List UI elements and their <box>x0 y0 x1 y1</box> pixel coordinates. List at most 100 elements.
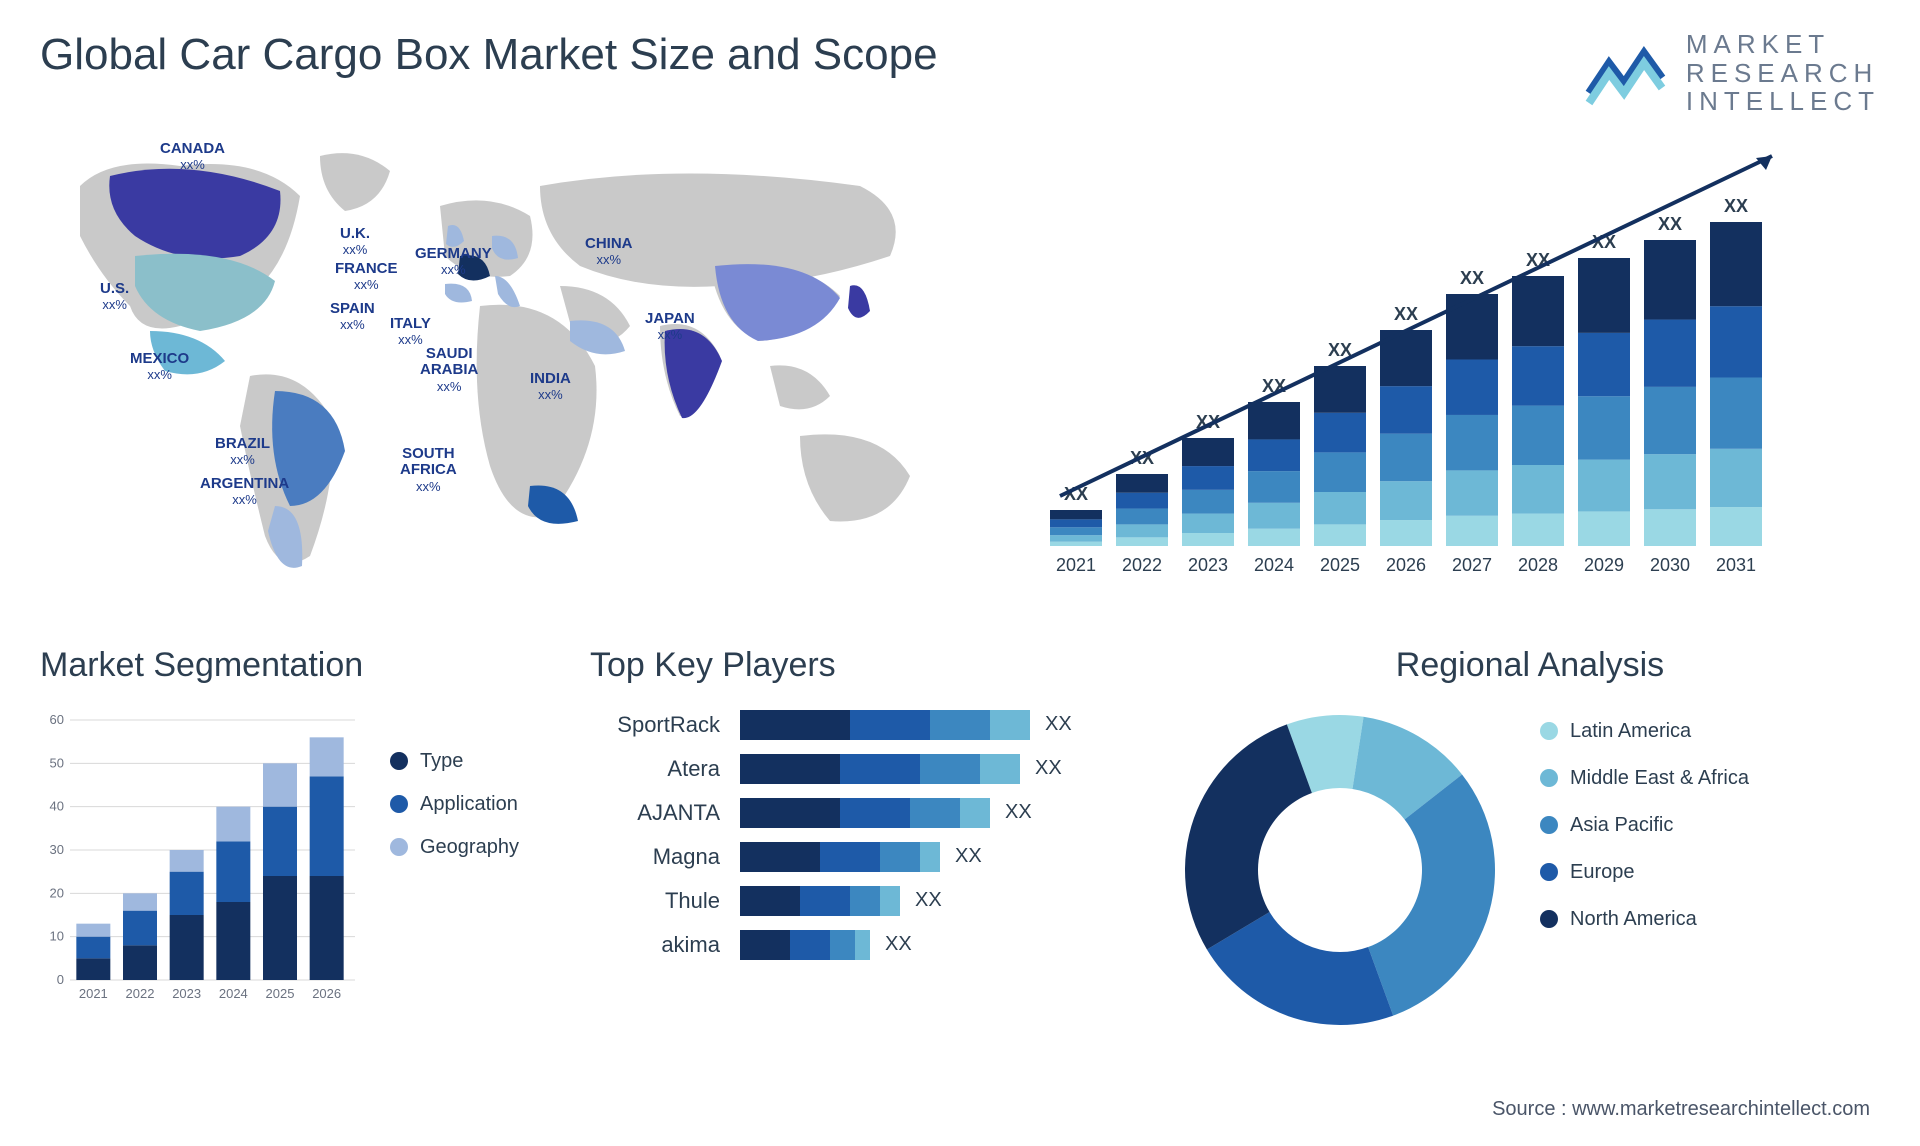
country-label-u-s-: U.S.xx% <box>100 281 129 314</box>
page-title: Global Car Cargo Box Market Size and Sco… <box>40 30 938 80</box>
growth-year-label: 2023 <box>1188 555 1228 575</box>
legend-dot-icon <box>1540 722 1558 740</box>
growth-bar-seg <box>1446 415 1498 470</box>
country-label-india: INDIAxx% <box>530 371 571 404</box>
player-bar-seg <box>910 798 960 828</box>
seg-ytick: 20 <box>50 885 64 900</box>
seg-legend-item: Geography <box>390 836 519 859</box>
country-label-spain: SPAINxx% <box>330 301 375 334</box>
region-legend-label: Latin America <box>1570 720 1691 743</box>
legend-dot-icon <box>1540 816 1558 834</box>
regional-legend: Latin America Middle East & Africa Asia Pa… <box>1540 720 1749 931</box>
player-bar-seg <box>740 842 820 872</box>
growth-bar-label: XX <box>1658 214 1682 234</box>
player-bar-seg <box>820 842 880 872</box>
growth-year-label: 2028 <box>1518 555 1558 575</box>
growth-bar-seg <box>1446 470 1498 515</box>
player-bar-seg <box>740 930 790 960</box>
regional-panel: Regional Analysis Latin AmericaMiddle Ea… <box>1180 646 1880 1076</box>
growth-bar-seg <box>1644 240 1696 320</box>
player-row: AteraXX <box>590 754 1150 784</box>
seg-bar-seg <box>76 936 110 958</box>
country-china <box>715 264 840 341</box>
country-label-china: CHINAxx% <box>585 236 633 269</box>
player-bar-seg <box>920 754 980 784</box>
growth-bar-seg <box>1710 306 1762 377</box>
seg-bar-seg <box>310 776 344 876</box>
growth-bar-seg <box>1512 513 1564 545</box>
seg-bar-seg <box>123 910 157 945</box>
source-text: Source : www.marketresearchintellect.com <box>1492 1098 1870 1121</box>
region-legend-item: Europe <box>1540 861 1749 884</box>
country-italy <box>495 276 520 307</box>
player-bar <box>740 798 990 828</box>
growth-bar-seg <box>1446 294 1498 360</box>
player-name: Atera <box>590 756 720 782</box>
growth-bar-seg <box>1512 276 1564 346</box>
legend-dot-icon <box>1540 769 1558 787</box>
growth-bar-label: XX <box>1394 304 1418 324</box>
player-bar-seg <box>880 842 920 872</box>
player-bar-seg <box>800 886 850 916</box>
growth-bar-seg <box>1446 516 1498 546</box>
growth-bar-label: XX <box>1460 268 1484 288</box>
growth-bar-seg <box>1578 396 1630 459</box>
growth-bar-seg <box>1380 520 1432 546</box>
player-bar-seg <box>840 754 920 784</box>
seg-xtick: 2026 <box>312 986 341 1001</box>
seg-bar-seg <box>310 876 344 980</box>
growth-bar-seg <box>1710 507 1762 546</box>
player-value: XX <box>915 889 942 912</box>
growth-bar-seg <box>1314 492 1366 524</box>
growth-bar-seg <box>1182 533 1234 546</box>
seg-bar-seg <box>76 923 110 936</box>
player-value: XX <box>885 933 912 956</box>
seg-bar-seg <box>216 806 250 841</box>
growth-bar-seg <box>1512 405 1564 464</box>
region-legend-item: Latin America <box>1540 720 1749 743</box>
seg-legend-label: Type <box>420 750 463 773</box>
growth-year-label: 2030 <box>1650 555 1690 575</box>
seg-ytick: 60 <box>50 712 64 727</box>
country-label-u-k-: U.K.xx% <box>340 226 370 259</box>
country-label-germany: GERMANYxx% <box>415 246 492 279</box>
top-players-title: Top Key Players <box>590 646 1150 685</box>
growth-chart: XX2021XX2022XX2023XX2024XX2025XX2026XX20… <box>980 136 1880 596</box>
growth-bar-seg <box>1512 465 1564 514</box>
legend-dot-icon <box>1540 910 1558 928</box>
growth-bar-seg <box>1116 524 1168 537</box>
player-name: Magna <box>590 844 720 870</box>
growth-bar-seg <box>1578 258 1630 333</box>
growth-year-label: 2024 <box>1254 555 1294 575</box>
player-value: XX <box>1045 713 1072 736</box>
region-legend-item: Asia Pacific <box>1540 814 1749 837</box>
country-label-argentina: ARGENTINAxx% <box>200 476 289 509</box>
growth-bar-seg <box>1314 452 1366 492</box>
growth-year-label: 2029 <box>1584 555 1624 575</box>
growth-year-label: 2027 <box>1452 555 1492 575</box>
player-bar <box>740 930 870 960</box>
growth-bar-label: XX <box>1724 196 1748 216</box>
growth-bar-seg <box>1248 402 1300 439</box>
player-name: akima <box>590 932 720 958</box>
growth-bar-seg <box>1050 519 1102 527</box>
player-bar-seg <box>980 754 1020 784</box>
seg-xtick: 2023 <box>172 986 201 1001</box>
donut-slice <box>1185 724 1312 949</box>
legend-dot-icon <box>390 838 408 856</box>
seg-bar-seg <box>310 737 344 776</box>
region-legend-item: Middle East & Africa <box>1540 767 1749 790</box>
growth-bar-seg <box>1182 438 1234 466</box>
seg-xtick: 2024 <box>219 986 248 1001</box>
growth-bar-seg <box>1116 537 1168 546</box>
seg-bar-seg <box>216 841 250 902</box>
growth-bar-seg <box>1314 413 1366 453</box>
growth-bar-seg <box>1710 449 1762 507</box>
growth-bar-seg <box>1182 490 1234 514</box>
growth-bar-seg <box>1644 454 1696 509</box>
player-bar-seg <box>930 710 990 740</box>
seg-legend-label: Application <box>420 793 518 816</box>
growth-bar-seg <box>1710 222 1762 306</box>
player-bar-seg <box>920 842 940 872</box>
growth-bar-seg <box>1116 474 1168 493</box>
